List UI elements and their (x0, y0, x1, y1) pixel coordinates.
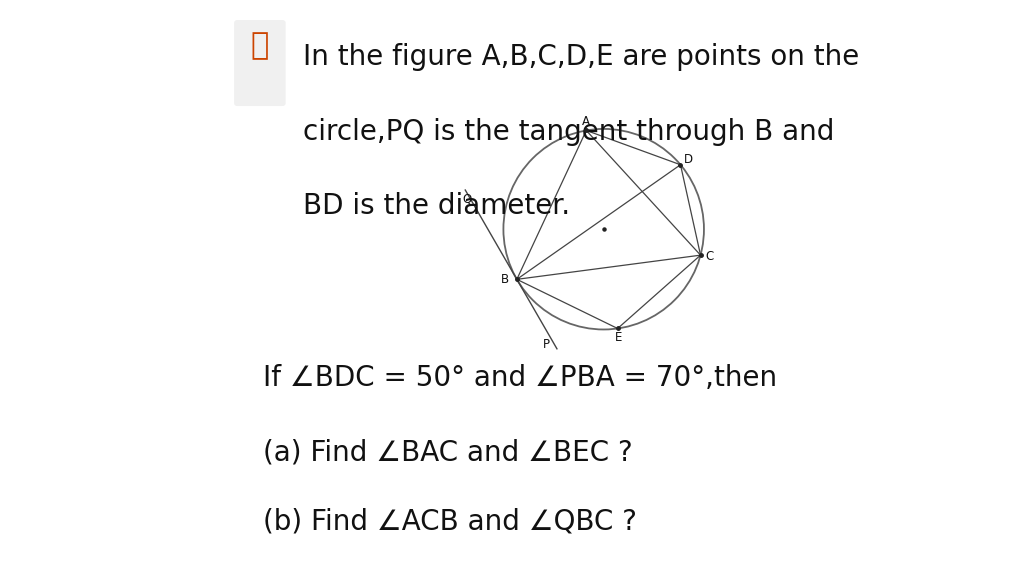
Text: P: P (543, 337, 550, 351)
Text: In the figure A,B,C,D,E are points on the: In the figure A,B,C,D,E are points on th… (303, 44, 859, 71)
Text: A: A (583, 115, 590, 128)
Text: Q: Q (463, 193, 472, 206)
Text: (b) Find ∠ACB and ∠QBC ?: (b) Find ∠ACB and ∠QBC ? (263, 508, 637, 535)
Text: If ∠BDC = 50° and ∠PBA = 70°,then: If ∠BDC = 50° and ∠PBA = 70°,then (263, 364, 777, 392)
Text: E: E (615, 331, 623, 344)
Text: D: D (684, 152, 693, 166)
FancyBboxPatch shape (234, 20, 286, 106)
Text: circle,PQ is the tangent through B and: circle,PQ is the tangent through B and (303, 118, 835, 146)
Text: 🧑: 🧑 (251, 32, 269, 60)
Text: (a) Find ∠BAC and ∠BEC ?: (a) Find ∠BAC and ∠BEC ? (263, 439, 633, 466)
Text: BD is the diameter.: BD is the diameter. (303, 193, 570, 220)
Text: C: C (706, 250, 714, 263)
Text: B: B (502, 273, 510, 286)
